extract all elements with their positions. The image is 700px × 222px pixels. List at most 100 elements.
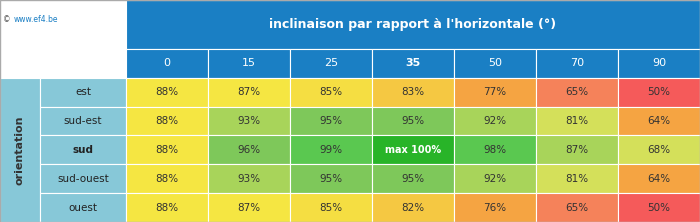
Bar: [290, 164, 372, 193]
Bar: [0, 0, 126, 49]
Bar: [208, 164, 290, 193]
Bar: [126, 107, 208, 135]
Text: 64%: 64%: [648, 174, 671, 184]
Text: 77%: 77%: [484, 87, 507, 97]
Text: sud: sud: [73, 145, 94, 155]
Text: 92%: 92%: [484, 174, 507, 184]
Bar: [40, 78, 126, 107]
Text: 81%: 81%: [566, 116, 589, 126]
Text: www.ef4.be: www.ef4.be: [14, 15, 59, 24]
Text: 50%: 50%: [648, 202, 671, 213]
Text: 35: 35: [405, 58, 421, 68]
Text: ouest: ouest: [69, 202, 97, 213]
Text: orientation: orientation: [15, 115, 25, 185]
Text: 65%: 65%: [566, 87, 589, 97]
Text: 50: 50: [488, 58, 502, 68]
Bar: [372, 193, 454, 222]
Bar: [454, 78, 536, 107]
Text: 68%: 68%: [648, 145, 671, 155]
Bar: [40, 107, 126, 135]
Text: sud-est: sud-est: [64, 116, 102, 126]
Bar: [208, 49, 290, 78]
Text: 93%: 93%: [237, 174, 260, 184]
Text: 15: 15: [242, 58, 256, 68]
Bar: [618, 135, 700, 164]
Text: 65%: 65%: [566, 202, 589, 213]
Bar: [40, 164, 126, 193]
Text: 64%: 64%: [648, 116, 671, 126]
Bar: [372, 49, 454, 78]
Bar: [454, 193, 536, 222]
Text: inclinaison par rapport à l'horizontale (°): inclinaison par rapport à l'horizontale …: [270, 18, 556, 31]
Text: 25: 25: [324, 58, 338, 68]
Bar: [618, 164, 700, 193]
Bar: [372, 135, 454, 164]
Bar: [290, 107, 372, 135]
Text: 70: 70: [570, 58, 584, 68]
Text: 90: 90: [652, 58, 666, 68]
Bar: [40, 135, 126, 164]
Bar: [126, 78, 208, 107]
Bar: [454, 135, 536, 164]
Bar: [208, 135, 290, 164]
Text: 87%: 87%: [566, 145, 589, 155]
Bar: [372, 78, 454, 107]
Text: 96%: 96%: [237, 145, 260, 155]
Text: 93%: 93%: [237, 116, 260, 126]
Bar: [618, 49, 700, 78]
Bar: [290, 135, 372, 164]
Text: 88%: 88%: [155, 145, 178, 155]
Bar: [126, 193, 208, 222]
Text: est: est: [75, 87, 91, 97]
Text: 87%: 87%: [237, 202, 260, 213]
Bar: [536, 193, 618, 222]
Text: 88%: 88%: [155, 174, 178, 184]
Bar: [208, 107, 290, 135]
Bar: [536, 49, 618, 78]
Text: 95%: 95%: [319, 116, 342, 126]
Bar: [454, 49, 536, 78]
Bar: [372, 107, 454, 135]
Bar: [126, 49, 208, 78]
Bar: [536, 135, 618, 164]
Text: 81%: 81%: [566, 174, 589, 184]
Text: 95%: 95%: [319, 174, 342, 184]
Text: 85%: 85%: [319, 202, 342, 213]
Bar: [290, 193, 372, 222]
Bar: [618, 107, 700, 135]
Text: 85%: 85%: [319, 87, 342, 97]
Text: 95%: 95%: [401, 116, 425, 126]
Bar: [126, 164, 208, 193]
Text: 87%: 87%: [237, 87, 260, 97]
Bar: [618, 193, 700, 222]
Text: max 100%: max 100%: [385, 145, 441, 155]
Bar: [536, 164, 618, 193]
Text: sud-ouest: sud-ouest: [57, 174, 108, 184]
Bar: [290, 78, 372, 107]
Bar: [208, 78, 290, 107]
Bar: [0, 78, 40, 222]
Bar: [126, 0, 700, 49]
Bar: [536, 107, 618, 135]
Text: 82%: 82%: [401, 202, 425, 213]
Bar: [454, 164, 536, 193]
Bar: [208, 193, 290, 222]
Text: 88%: 88%: [155, 87, 178, 97]
Text: 98%: 98%: [484, 145, 507, 155]
Text: 88%: 88%: [155, 202, 178, 213]
Bar: [536, 78, 618, 107]
Bar: [454, 107, 536, 135]
Text: 50%: 50%: [648, 87, 671, 97]
Bar: [40, 193, 126, 222]
Text: ©: ©: [4, 15, 11, 24]
Bar: [618, 78, 700, 107]
Text: 76%: 76%: [484, 202, 507, 213]
Text: 99%: 99%: [319, 145, 342, 155]
Bar: [290, 49, 372, 78]
Text: 83%: 83%: [401, 87, 425, 97]
Bar: [126, 135, 208, 164]
Text: 0: 0: [164, 58, 171, 68]
Text: 88%: 88%: [155, 116, 178, 126]
Bar: [372, 164, 454, 193]
Text: 92%: 92%: [484, 116, 507, 126]
